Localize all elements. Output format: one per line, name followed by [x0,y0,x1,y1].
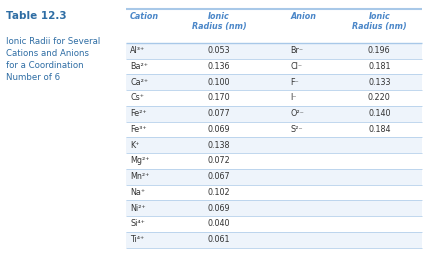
Bar [126,137,422,153]
Text: Mn²⁺: Mn²⁺ [130,172,150,181]
Text: Ti⁴⁺: Ti⁴⁺ [130,235,145,244]
Text: 0.133: 0.133 [368,78,391,87]
Text: 0.100: 0.100 [207,78,230,87]
Bar [126,169,422,185]
Text: S²⁻: S²⁻ [291,125,303,134]
Text: Mg²⁺: Mg²⁺ [130,156,150,165]
Text: Ionic Radii for Several
Cations and Anions
for a Coordination
Number of 6: Ionic Radii for Several Cations and Anio… [6,37,100,82]
Text: Br⁻: Br⁻ [291,46,304,55]
Bar [126,106,422,122]
Bar [126,232,422,248]
Text: Anion: Anion [291,12,317,21]
Text: Si⁴⁺: Si⁴⁺ [130,219,145,228]
Text: 0.184: 0.184 [368,125,391,134]
Text: 0.077: 0.077 [207,109,230,118]
Text: 0.102: 0.102 [207,188,230,197]
Text: 0.136: 0.136 [207,62,230,71]
Text: Ni²⁺: Ni²⁺ [130,204,146,213]
Text: Al³⁺: Al³⁺ [130,46,145,55]
Text: K⁺: K⁺ [130,141,139,150]
Text: Fe²⁺: Fe²⁺ [130,109,147,118]
Text: Ionic
Radius (nm): Ionic Radius (nm) [352,12,407,31]
Text: I⁻: I⁻ [291,93,297,102]
Text: 0.069: 0.069 [207,204,230,213]
Text: Ionic
Radius (nm): Ionic Radius (nm) [192,12,246,31]
Bar [126,74,422,90]
Text: 0.040: 0.040 [207,219,230,228]
Text: Cl⁻: Cl⁻ [291,62,303,71]
Text: Cation: Cation [130,12,159,21]
Text: Na⁺: Na⁺ [130,188,145,197]
Text: Fe³⁺: Fe³⁺ [130,125,147,134]
Text: 0.196: 0.196 [368,46,391,55]
Text: Ca²⁺: Ca²⁺ [130,78,148,87]
Text: 0.138: 0.138 [207,141,230,150]
Text: Table 12.3: Table 12.3 [6,11,66,21]
Text: 0.067: 0.067 [207,172,230,181]
Text: 0.061: 0.061 [207,235,230,244]
Text: 0.072: 0.072 [207,156,230,165]
Text: Ba²⁺: Ba²⁺ [130,62,148,71]
Bar [126,43,422,59]
Text: Cs⁺: Cs⁺ [130,93,144,102]
Text: 0.069: 0.069 [207,125,230,134]
Text: 0.053: 0.053 [207,46,230,55]
Text: O²⁻: O²⁻ [291,109,304,118]
Text: 0.181: 0.181 [368,62,391,71]
Text: 0.170: 0.170 [207,93,230,102]
Text: 0.220: 0.220 [368,93,391,102]
Text: 0.140: 0.140 [368,109,391,118]
Bar [126,200,422,216]
Text: F⁻: F⁻ [291,78,299,87]
